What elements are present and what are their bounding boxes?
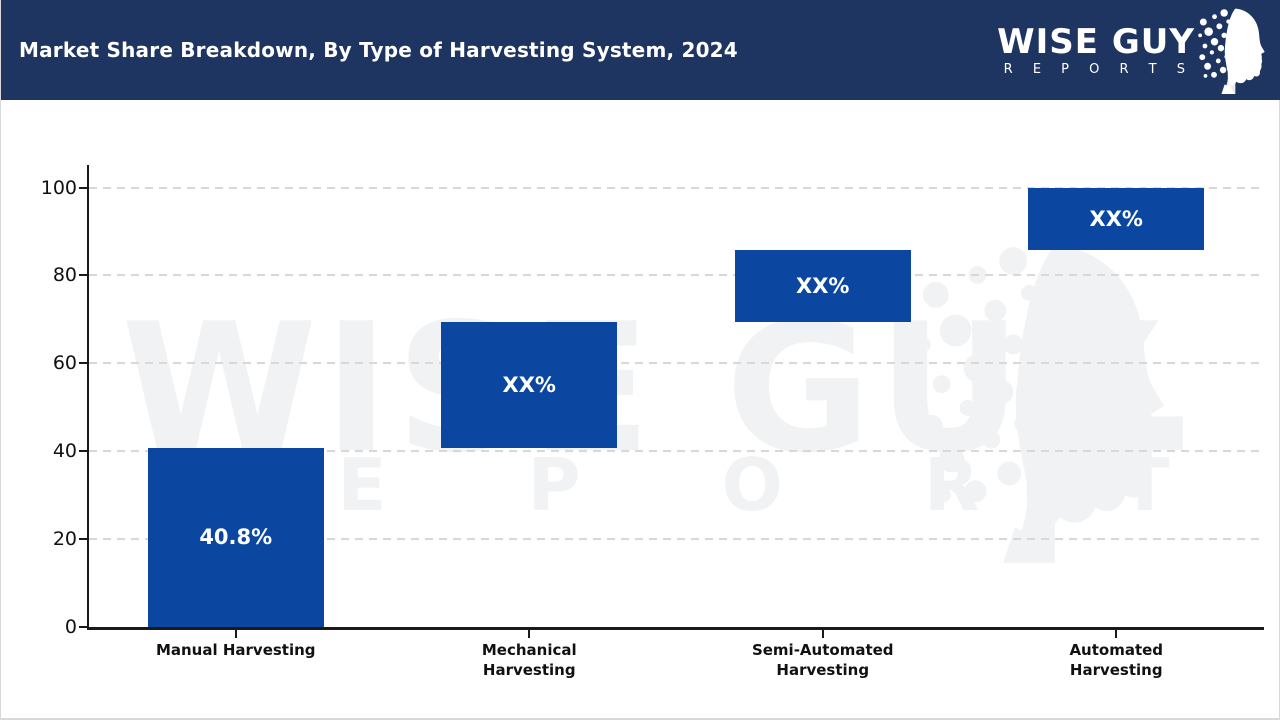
gridline-100 (89, 186, 1263, 189)
y-axis-line (87, 165, 89, 629)
bar-manual-harvesting: 40.8% (147, 447, 324, 627)
chart-area: WISE GUY. R E P O R T S 02040608010040.8… (1, 100, 1280, 720)
gridline-40 (89, 450, 1263, 453)
y-axis-tick-40 (79, 450, 87, 453)
x-axis-tick-mechanical-harvesting (528, 630, 531, 638)
bar-value-label-manual-harvesting: 40.8% (199, 525, 273, 550)
logo-wordmark-line2: R E P O R T S (1003, 61, 1193, 77)
y-axis-tick-100 (79, 186, 87, 189)
category-label-automated-harvesting: Automated Harvesting (1069, 641, 1164, 679)
category-label-semi-automated-harvesting: Semi-Automated Harvesting (751, 641, 894, 679)
x-axis-tick-manual-harvesting (234, 630, 237, 638)
logo-wordmark-line1: WISE GUY (997, 21, 1195, 62)
gridline-80 (89, 274, 1263, 277)
bar-mechanical-harvesting: XX% (441, 322, 618, 448)
x-axis-line (87, 627, 1264, 630)
y-axis-tick-label-40: 40 (52, 440, 77, 463)
bar-value-label-mechanical-harvesting: XX% (502, 373, 556, 398)
category-label-manual-harvesting: Manual Harvesting (155, 641, 316, 659)
brand-logo: WISE GUY R E P O R T S (997, 0, 1267, 100)
bar-semi-automated-harvesting: XX% (734, 250, 911, 323)
logo-wordmark: WISE GUY R E P O R T S (997, 24, 1195, 77)
logo-head-icon (1198, 8, 1265, 94)
x-axis-tick-automated-harvesting (1115, 630, 1118, 638)
y-axis-tick-0 (79, 626, 87, 628)
y-axis-tick-label-100: 100 (40, 176, 77, 199)
chart-title: Market Share Breakdown, By Type of Harve… (19, 38, 738, 62)
bar-value-label-semi-automated-harvesting: XX% (796, 274, 850, 299)
y-axis-tick-60 (79, 362, 87, 365)
gridline-20 (89, 538, 1263, 541)
watermark-head-icon (916, 245, 1164, 563)
y-axis-tick-label-0: 0 (64, 616, 77, 638)
x-axis-tick-semi-automated-harvesting (821, 630, 824, 638)
y-axis-tick-20 (79, 538, 87, 541)
y-axis-tick-label-20: 20 (52, 528, 77, 551)
y-axis-tick-label-60: 60 (52, 352, 77, 375)
bar-automated-harvesting: XX% (1028, 187, 1205, 251)
gridline-60 (89, 362, 1263, 365)
y-axis-tick-label-80: 80 (52, 264, 77, 287)
bar-value-label-automated-harvesting: XX% (1089, 207, 1143, 231)
y-axis-tick-80 (79, 274, 87, 277)
category-label-mechanical-harvesting: Mechanical Harvesting (481, 641, 577, 679)
header-bar: Market Share Breakdown, By Type of Harve… (1, 0, 1280, 100)
